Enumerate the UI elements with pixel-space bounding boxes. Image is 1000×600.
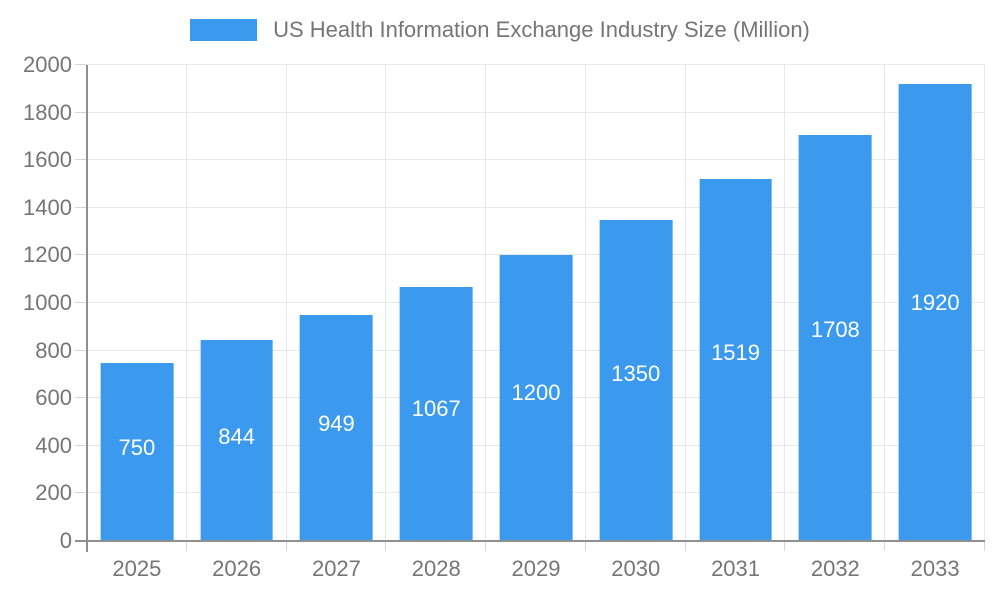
bar-value-label: 844 [218, 423, 256, 449]
gridline-v [185, 65, 187, 541]
gridline-v [684, 65, 686, 541]
gridline-v [485, 65, 487, 541]
x-tick [285, 541, 287, 551]
y-tick [75, 159, 87, 161]
y-tick-label: 800 [35, 337, 72, 363]
x-tick-label: 2027 [311, 556, 361, 581]
x-tick-label: 2025 [112, 556, 162, 581]
bar: 1920 [898, 84, 972, 541]
x-tick-label: 2031 [711, 556, 761, 581]
bar-value-label: 1920 [910, 290, 960, 316]
x-tick [784, 541, 786, 551]
legend: US Health Information Exchange Industry … [0, 17, 1000, 43]
bar: 1350 [599, 219, 673, 541]
x-tick-label: 2030 [611, 556, 661, 581]
bar: 750 [100, 362, 174, 541]
bar-value-label: 1067 [411, 395, 461, 421]
x-tick-label: 2028 [411, 556, 461, 581]
x-tick [884, 541, 886, 551]
bar: 1708 [798, 134, 872, 541]
y-tick [75, 349, 87, 351]
x-axis-line [75, 540, 985, 542]
y-tick [75, 302, 87, 303]
x-tick [684, 541, 686, 551]
y-tick [75, 397, 87, 399]
legend-swatch [190, 19, 258, 41]
bar: 844 [200, 340, 274, 541]
gridline-h [87, 159, 985, 161]
y-tick [75, 64, 87, 65]
gridline-v [385, 65, 387, 541]
y-tick-label: 2000 [23, 52, 72, 77]
gridline-v [884, 65, 886, 541]
plot-area: 0 200 400 600 800 1000 1200 1400 1600 1800 2000 750… [23, 54, 985, 580]
y-axis-line [86, 65, 88, 552]
y-tick-label: 1000 [23, 290, 72, 315]
y-tick [75, 111, 87, 113]
bar: 949 [300, 315, 373, 541]
x-tick-label: 2026 [212, 556, 262, 581]
bar: 1200 [499, 255, 573, 541]
x-tick [584, 541, 586, 551]
x-tick [185, 541, 187, 551]
y-tick-label: 200 [35, 480, 72, 506]
gridline-h [87, 111, 985, 113]
y-tick-label: 600 [35, 385, 72, 411]
x-tick [385, 541, 387, 551]
gridline-h [87, 206, 985, 208]
bar-value-label: 1519 [711, 340, 761, 366]
x-tick [485, 541, 487, 551]
y-tick-label: 1200 [23, 242, 72, 268]
x-tick-label: 2032 [810, 556, 860, 581]
bar-value-label: 1350 [611, 360, 661, 386]
legend-label: US Health Information Exchange Industry … [273, 17, 810, 42]
y-tick-label: 400 [35, 432, 72, 458]
y-tick [75, 444, 87, 446]
y-tick-label: 0 [59, 528, 72, 553]
y-tick-label: 1600 [23, 147, 72, 173]
bar: 1067 [399, 287, 473, 541]
gridline-v [584, 65, 586, 541]
gridline-v [984, 65, 985, 541]
bar-value-label: 1200 [511, 379, 561, 405]
bar-value-label: 750 [118, 435, 156, 461]
gridline-h [87, 64, 985, 65]
bar: 1519 [699, 179, 772, 541]
bar-value-label: 1708 [810, 316, 860, 342]
y-tick [75, 254, 87, 256]
gridline-v [784, 65, 786, 541]
gridline-v [285, 65, 287, 541]
y-tick-label: 1400 [23, 194, 72, 220]
x-tick-label: 2033 [910, 556, 960, 581]
y-tick [75, 206, 87, 208]
x-tick [984, 541, 985, 551]
y-tick-label: 1800 [23, 99, 72, 125]
bar-value-label: 949 [318, 410, 355, 436]
y-tick [75, 492, 87, 494]
x-tick-label: 2029 [511, 556, 561, 581]
gridline-h [87, 254, 985, 256]
